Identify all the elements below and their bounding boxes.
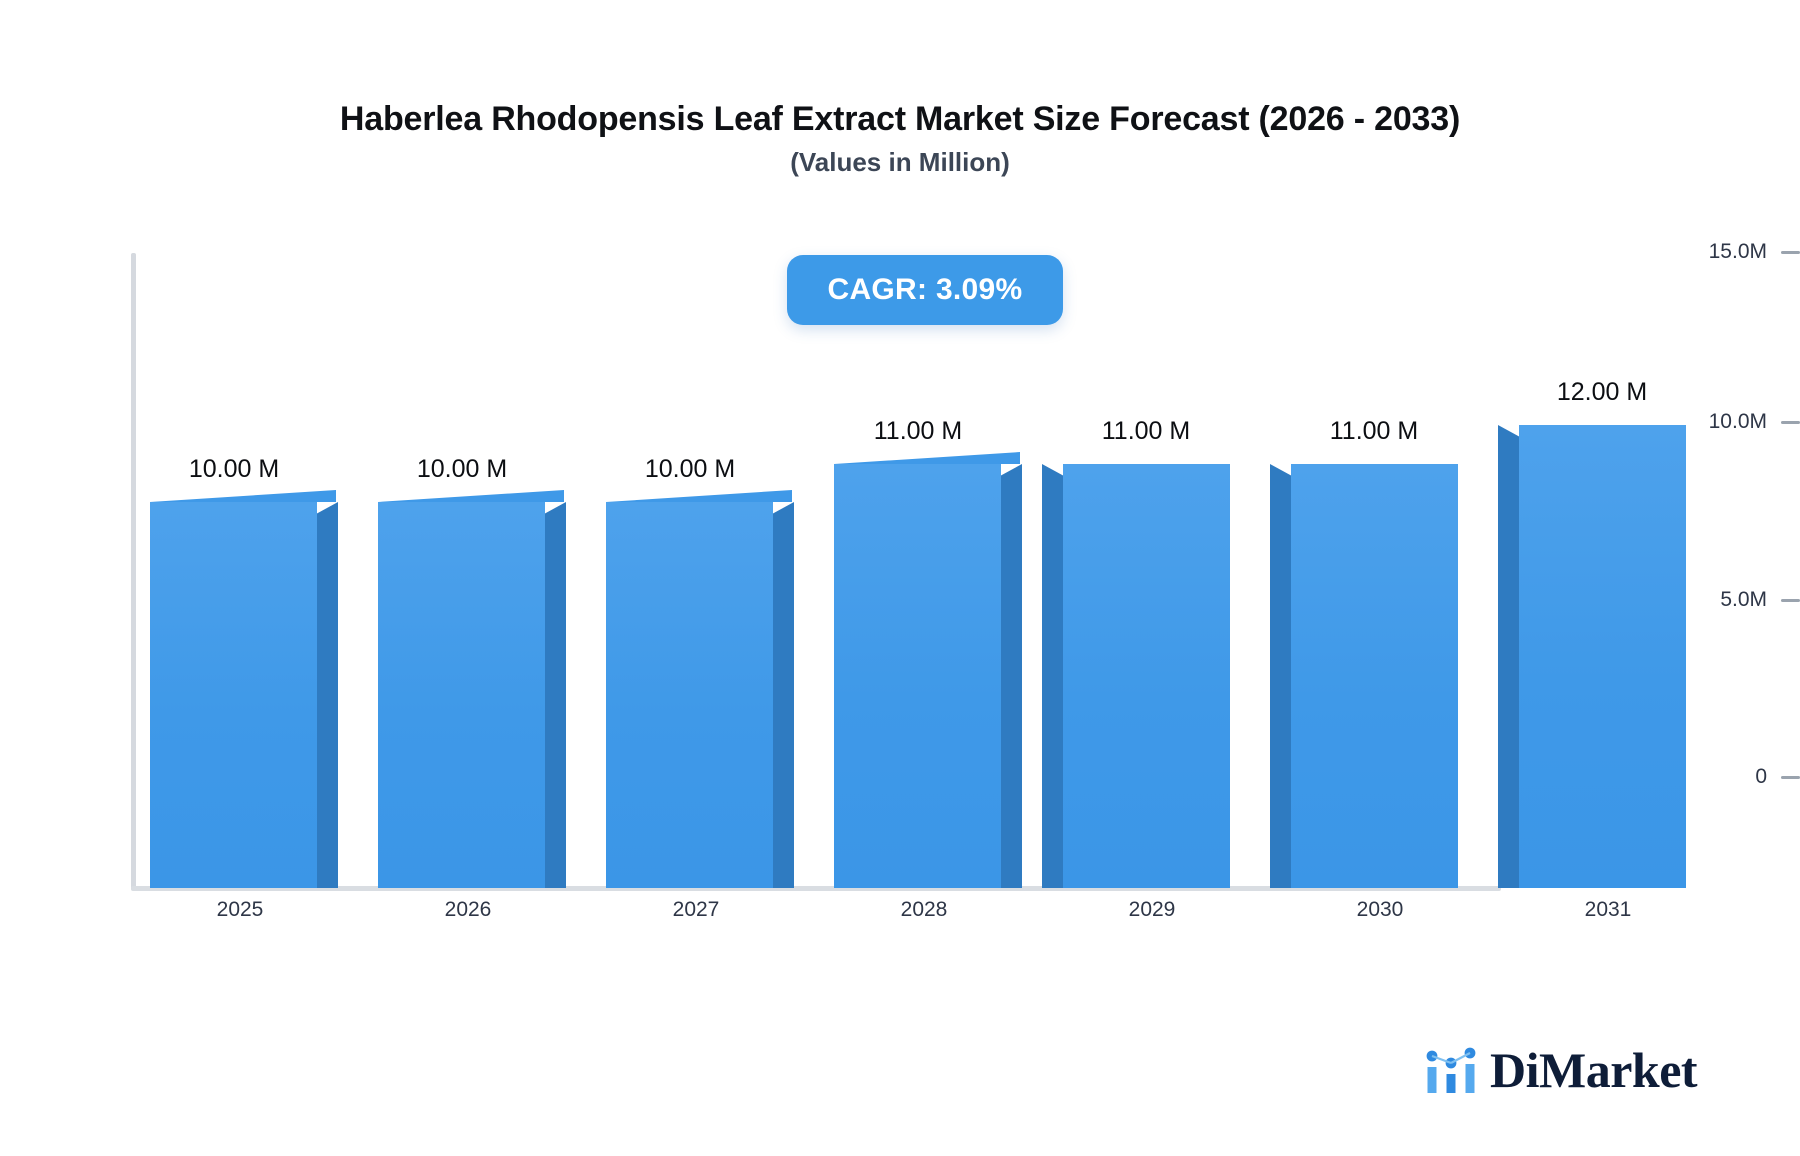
bar-top-face	[378, 490, 564, 502]
bar-2029	[1042, 452, 1248, 888]
x-axis-label-2028: 2028	[900, 898, 948, 921]
bar-value-label: 10.00 M	[416, 455, 508, 483]
y-axis-line	[131, 253, 136, 890]
chart-title: Haberlea Rhodopensis Leaf Extract Market…	[339, 100, 1461, 138]
brand-logo-text: DiMarket	[1490, 1042, 1698, 1098]
chart-subtitle: (Values in Million)	[790, 147, 1010, 177]
y-axis-tick-label: 10.0M	[1708, 410, 1767, 433]
y-axis-tick-label: 0	[1755, 765, 1767, 788]
y-axis-tick: 15.0M	[1669, 240, 1800, 263]
brand-logo: DiMarket	[1424, 1042, 1698, 1098]
bar-2028	[834, 452, 1040, 888]
bar-side-face	[1498, 425, 1520, 888]
tick-dash-icon	[1781, 775, 1800, 779]
bar-value-label: 11.00 M	[1101, 417, 1191, 445]
bar-side-face	[316, 502, 338, 888]
bar-top-face	[606, 490, 792, 502]
bar-value-label: 10.00 M	[644, 455, 736, 483]
bar-front-face	[1063, 464, 1230, 888]
bar-side-face	[1000, 464, 1022, 888]
x-axis-label-2027: 2027	[672, 898, 720, 921]
y-axis-tick: 10.0M	[1669, 410, 1800, 433]
bar-chart-trend-icon	[1426, 1047, 1476, 1093]
bar-value-label: 10.00 M	[188, 455, 280, 483]
cagr-badge: CAGR: 3.09%	[787, 255, 1063, 325]
bar-side-face	[1042, 464, 1064, 888]
bar-value-label: 12.00 M	[1556, 378, 1648, 406]
x-axis-label-2029: 2029	[1128, 898, 1176, 921]
y-axis-tick-label: 5.0M	[1720, 588, 1767, 611]
bar-front-face	[606, 502, 773, 888]
bar-2031	[1498, 413, 1704, 888]
bar-value-label: 11.00 M	[873, 417, 963, 445]
x-axis-label-2025: 2025	[216, 898, 264, 921]
bar-2030	[1270, 452, 1476, 888]
tick-dash-icon	[1781, 250, 1800, 254]
x-axis-label-2026: 2026	[444, 898, 492, 921]
bar-top-face	[834, 452, 1020, 464]
y-axis-tick: 5.0M	[1669, 588, 1800, 611]
bar-front-face	[1291, 464, 1458, 888]
bar-2025	[150, 490, 356, 888]
bar-value-label: 11.00 M	[1329, 417, 1419, 445]
bar-front-face	[834, 464, 1001, 888]
bar-side-face	[1270, 464, 1292, 888]
x-axis-line	[131, 886, 1501, 891]
x-axis-label-2030: 2030	[1356, 898, 1404, 921]
bar-2027	[606, 490, 812, 888]
y-axis-tick: 0	[1669, 765, 1800, 788]
bar-front-face	[378, 502, 545, 888]
bar-2026	[378, 490, 584, 888]
bar-side-face	[544, 502, 566, 888]
tick-dash-icon	[1781, 598, 1800, 602]
bar-front-face	[150, 502, 317, 888]
bar-side-face	[772, 502, 794, 888]
tick-dash-icon	[1781, 420, 1800, 424]
bar-top-face	[150, 490, 336, 502]
y-axis-tick-label: 15.0M	[1708, 240, 1767, 263]
x-axis-label-2031: 2031	[1584, 898, 1632, 921]
bar-front-face	[1519, 425, 1686, 888]
